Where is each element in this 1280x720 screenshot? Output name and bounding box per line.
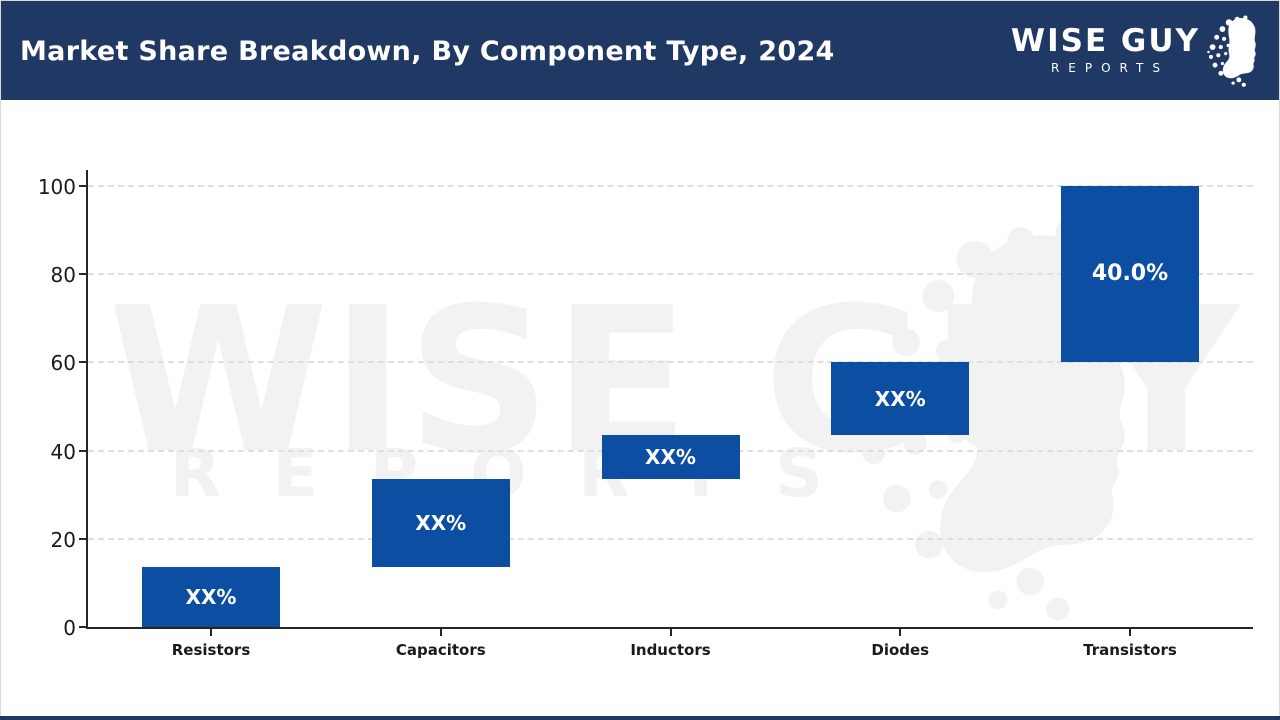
chart-title: Market Share Breakdown, By Component Typ… <box>20 36 835 67</box>
y-tick-mark-80 <box>79 273 86 276</box>
bar-value-label: XX% <box>645 445 696 470</box>
footer-accent-strip <box>0 716 1280 720</box>
x-tick-mark-inductors <box>669 629 672 636</box>
x-axis-label-capacitors: Capacitors <box>395 641 486 659</box>
dotted-head-icon <box>1207 15 1256 87</box>
gridline-y-100 <box>88 185 1253 187</box>
bar-resistors: XX% <box>142 567 280 627</box>
y-tick-mark-20 <box>79 537 86 540</box>
y-tick-label-20: 20 <box>50 527 76 552</box>
bar-value-label: 40.0% <box>1091 261 1169 287</box>
bar-inductors: XX% <box>601 435 740 480</box>
x-axis-label-transistors: Transistors <box>1083 641 1177 659</box>
y-tick-mark-60 <box>79 361 86 364</box>
gridline-y-80 <box>88 273 1253 276</box>
wise-guy-reports-logo: WISE GUY REPORTS <box>1011 4 1270 96</box>
gridline-y-60 <box>88 361 1253 364</box>
y-tick-mark-100 <box>79 185 86 187</box>
bar-transistors: 40.0% <box>1061 186 1199 363</box>
y-tick-mark-40 <box>79 449 86 452</box>
y-tick-label-60: 60 <box>50 351 76 376</box>
bar-diodes: XX% <box>831 362 970 436</box>
header-bar: Market Share Breakdown, By Component Typ… <box>0 0 1280 100</box>
x-axis-line <box>86 627 1253 629</box>
x-tick-mark-capacitors <box>439 629 442 636</box>
bar-value-label: XX% <box>185 585 237 610</box>
x-tick-mark-transistors <box>1129 629 1131 636</box>
x-tick-mark-resistors <box>210 629 212 636</box>
logo-wordmark: WISE GUY <box>1010 23 1200 59</box>
y-tick-label-0: 0 <box>63 616 76 640</box>
y-axis-line <box>86 170 88 629</box>
y-tick-label-100: 100 <box>37 175 76 199</box>
gridline-y-20 <box>88 537 1253 540</box>
chart-canvas: WISE GUY REPORTS 0 20 40 60 80 100 XX% Resistor… <box>0 100 1280 717</box>
bar-value-label: XX% <box>874 386 926 411</box>
x-axis-label-diodes: Diodes <box>871 641 930 659</box>
y-tick-label-80: 80 <box>50 263 76 288</box>
bar-value-label: XX% <box>415 511 467 536</box>
logo-subtitle: REPORTS <box>1050 61 1169 75</box>
logo-text: WISE GUY REPORTS <box>1010 23 1200 76</box>
x-axis-label-inductors: Inductors <box>630 641 711 659</box>
x-tick-mark-diodes <box>899 629 902 636</box>
plot-area: 0 20 40 60 80 100 XX% Resistors XX% Capacitors XX%… <box>38 170 1253 659</box>
y-tick-label-40: 40 <box>50 439 76 464</box>
y-tick-mark-0 <box>79 626 86 628</box>
x-axis-label-resistors: Resistors <box>171 641 251 659</box>
bar-capacitors: XX% <box>371 479 510 568</box>
